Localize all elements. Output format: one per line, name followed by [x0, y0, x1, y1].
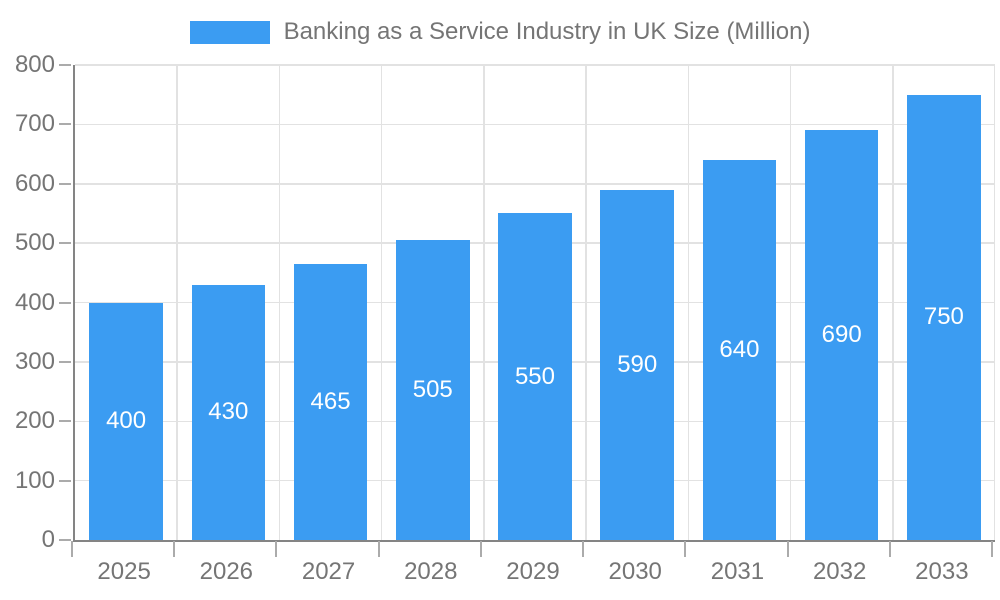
bar-value-label: 465: [310, 387, 351, 415]
bar-value-label: 400: [106, 407, 147, 435]
y-tick-label: 600: [14, 169, 55, 197]
y-tick-label: 100: [14, 466, 55, 494]
axis-tick: [991, 541, 993, 557]
y-tick-label: 400: [14, 288, 55, 316]
axis-tick: [59, 539, 71, 541]
axis-tick: [377, 541, 380, 557]
gridline-v: [993, 65, 995, 540]
bar: 400: [89, 302, 163, 540]
bar-value-label: 690: [821, 321, 862, 349]
axis-tick: [59, 420, 71, 423]
y-tick-label: 300: [14, 347, 55, 375]
legend-item[interactable]: Banking as a Service Industry in UK Size…: [0, 18, 1000, 46]
gridline-h: [75, 123, 995, 126]
bar: 505: [395, 240, 470, 540]
axis-tick: [59, 123, 71, 126]
axis-tick: [59, 301, 71, 304]
x-tick-label: 2026: [199, 558, 254, 585]
bar-value-label: 430: [208, 398, 249, 426]
bar: 465: [293, 263, 368, 540]
gridline-v: [380, 65, 383, 540]
x-tick-label: 2027: [301, 558, 356, 585]
axis-tick: [684, 541, 687, 557]
axis-tick: [786, 541, 789, 557]
y-tick-label: 700: [14, 110, 55, 138]
legend-swatch: [189, 20, 270, 44]
bar: 690: [804, 130, 879, 540]
axis-tick: [275, 541, 278, 557]
bar: 750: [907, 94, 981, 540]
axis-tick: [888, 541, 891, 557]
x-tick-label: 2029: [506, 558, 560, 585]
gridline-h: [75, 64, 995, 66]
legend-label: Banking as a Service Industry in UK Size…: [283, 18, 811, 45]
y-tick-label: 500: [14, 229, 55, 257]
bar: 590: [600, 189, 675, 540]
axis-tick: [59, 182, 71, 185]
bar-value-label: 590: [617, 350, 658, 378]
gridline-v: [687, 65, 690, 540]
axis-tick: [479, 541, 482, 557]
axis-tick: [173, 541, 176, 557]
axis-tick: [59, 242, 71, 245]
bar: 430: [191, 284, 266, 540]
bar-value-label: 505: [412, 376, 453, 404]
bar: 550: [498, 213, 572, 540]
gridline-v: [789, 65, 792, 540]
x-tick-label: 2028: [404, 558, 458, 585]
x-tick-label: 2031: [710, 558, 765, 585]
axis-tick: [71, 541, 73, 557]
gridline-v: [176, 65, 178, 540]
y-tick-label: 0: [41, 526, 55, 553]
x-tick-label: 2033: [915, 558, 969, 585]
bar-value-label: 550: [514, 362, 555, 390]
axis-tick: [59, 64, 71, 66]
axis-tick: [59, 360, 71, 363]
x-tick-label: 2030: [608, 558, 662, 585]
bar-value-label: 640: [719, 336, 760, 363]
axis-tick: [59, 479, 71, 482]
bar: 640: [702, 160, 777, 540]
plot-area: 400 430 465 505 550 590 640 690 750: [73, 64, 995, 542]
y-tick-label: 200: [14, 407, 55, 435]
gridline-v: [892, 65, 894, 540]
gridline-v: [483, 65, 485, 540]
gridline-v: [278, 65, 281, 540]
gridline-v: [585, 65, 587, 540]
axis-tick: [582, 541, 585, 557]
bar-value-label: 750: [923, 303, 964, 331]
x-tick-label: 2032: [812, 558, 867, 585]
x-tick-label: 2025: [97, 558, 151, 585]
y-tick-label: 800: [14, 51, 55, 78]
x-axis-labels: 2025 2026 2027 2028 2029 2030 2031 2032 2033: [73, 556, 993, 588]
gridline-h: [75, 183, 995, 185]
